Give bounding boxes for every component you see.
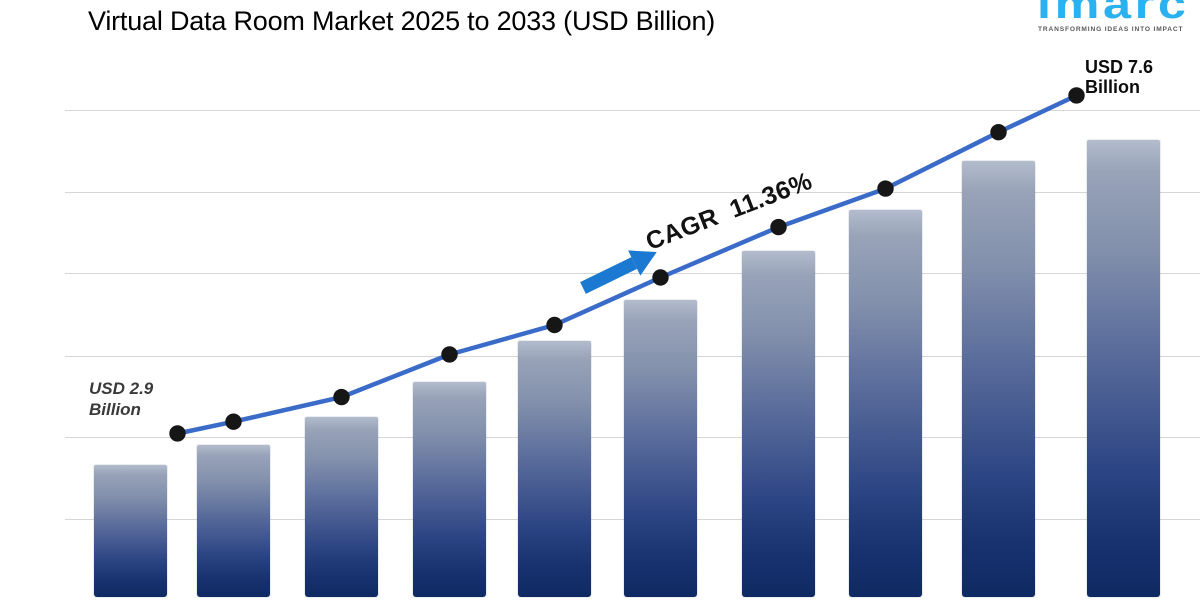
data-point-dot-2031 [877,180,894,197]
bar-2029 [624,299,697,597]
cagr-label: CAGR 11.36% [641,166,817,256]
end-value-line1: USD 7.6 [1085,57,1154,77]
data-point-dot-2029 [652,269,669,286]
data-point-dot-2033 [1068,87,1085,104]
start-value-line2: Billion [89,400,141,419]
data-point-dot-2027 [441,346,458,363]
bar-2031 [849,209,922,597]
end-value-line2: Billion [1085,77,1140,97]
start-value-label: USD 2.9 Billion [89,378,153,420]
bar-2028 [518,340,591,597]
data-point-dot-2028 [546,316,563,334]
imarc-logo: imarc [1037,0,1197,24]
data-point-dot-2032 [990,124,1007,141]
bar-2026 [305,417,378,597]
bar-2033 [1087,140,1160,597]
imarc-logo-text: imarc [1037,0,1190,24]
data-point-dot-2025 [225,413,242,430]
end-value-label: USD 7.6 Billion [1085,57,1153,97]
bar-2030 [742,251,815,597]
bar-2025 [197,444,270,597]
data-point-dot-2026 [333,388,350,406]
bar-2024 [94,465,167,597]
gridline [65,110,1200,111]
data-point-dot-2024 [169,425,186,442]
imarc-logo-tagline: TRANSFORMING IDEAS INTO IMPACT [1038,26,1184,33]
start-value-line1: USD 2.9 [89,379,154,398]
bar-2032 [962,161,1035,597]
bar-2027 [413,382,486,597]
data-point-dot-2030 [770,218,787,236]
chart-title: Virtual Data Room Market 2025 to 2033 (U… [88,6,716,36]
